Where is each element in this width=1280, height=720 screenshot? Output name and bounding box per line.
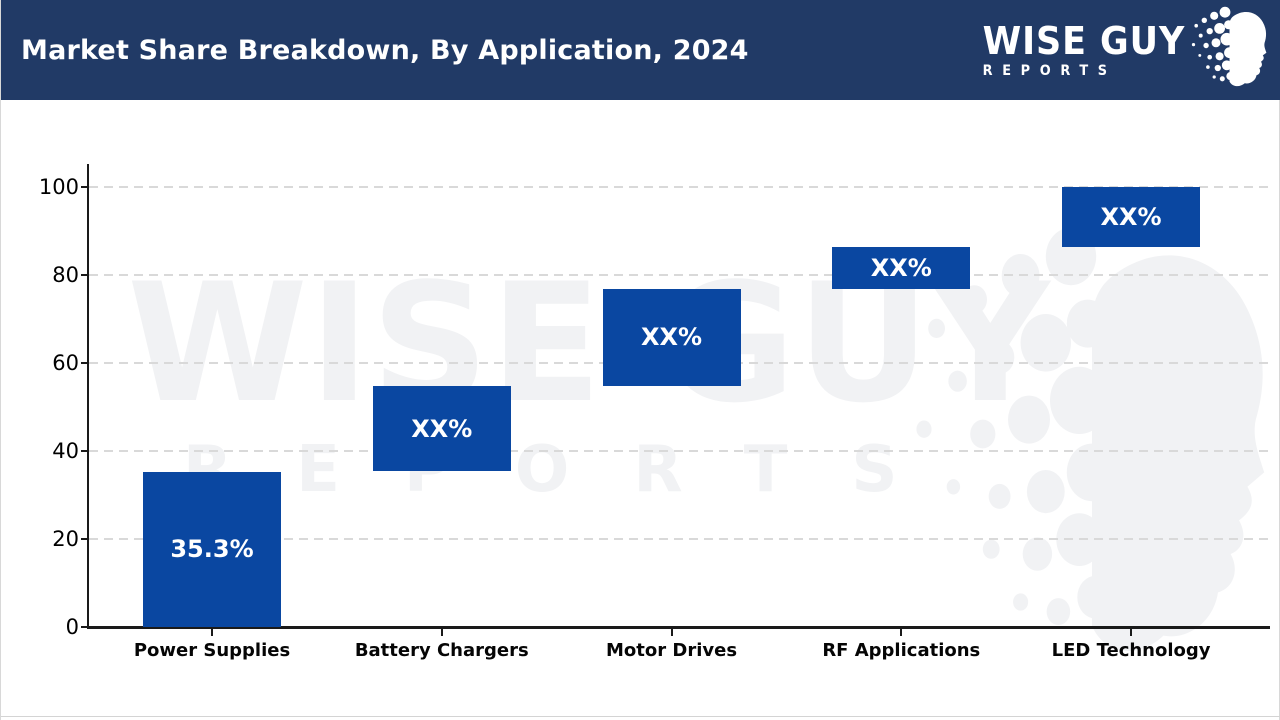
x-tick-label-2: Motor Drives <box>606 640 738 661</box>
x-axis-line <box>87 626 1270 629</box>
y-tick-0 <box>81 626 88 628</box>
gridline-y20 <box>89 537 1270 540</box>
x-tick-label-1: Battery Chargers <box>354 640 529 661</box>
x-tick-3 <box>900 629 903 636</box>
bar-battery-chargers: XX% <box>372 385 511 472</box>
gridline-y40 <box>89 449 1270 452</box>
bar-power-supplies: 35.3% <box>143 471 281 627</box>
bar-value-label: XX% <box>641 323 703 352</box>
header-bar: Market Share Breakdown, By Application, … <box>1 0 1280 100</box>
x-tick-label-0: Power Supplies <box>133 640 291 661</box>
x-tick-1 <box>440 629 443 636</box>
gridline-y80 <box>89 273 1270 276</box>
bar-value-label: 35.3% <box>170 535 254 564</box>
bar-value-label: XX% <box>870 253 932 282</box>
brand-name: WISE GUY <box>982 19 1185 63</box>
bar-value-label: XX% <box>411 414 473 443</box>
y-tick-label-60: 60 <box>52 350 79 375</box>
x-tick-label-4: LED Technology <box>1051 640 1211 661</box>
y-tick-label-40: 40 <box>52 438 79 463</box>
dotted-head-icon <box>1191 6 1267 87</box>
brand-subname: REPORTS <box>982 63 1117 79</box>
y-tick-40 <box>81 449 88 452</box>
bar-value-label: XX% <box>1100 202 1162 231</box>
brand-logo: WISE GUY REPORTS <box>965 0 1271 100</box>
page-title: Market Share Breakdown, By Application, … <box>21 34 749 66</box>
x-tick-2 <box>670 629 673 636</box>
gridline-y100 <box>89 185 1270 188</box>
x-tick-label-3: RF Applications <box>822 640 981 661</box>
x-tick-0 <box>211 629 213 636</box>
brand-logo-text: WISE GUY REPORTS <box>982 22 1185 78</box>
y-tick-label-0: 0 <box>65 615 79 639</box>
y-tick-label-20: 20 <box>52 526 79 551</box>
y-axis-line <box>87 164 89 629</box>
y-tick-80 <box>81 273 88 276</box>
bar-rf-applications: XX% <box>832 247 971 289</box>
y-tick-60 <box>81 361 88 364</box>
x-tick-4 <box>1130 629 1133 636</box>
y-tick-label-100: 100 <box>38 174 79 199</box>
y-tick-100 <box>81 185 88 188</box>
bar-led-technology: XX% <box>1062 186 1201 248</box>
y-tick-label-80: 80 <box>52 262 79 287</box>
bottom-border <box>1 716 1280 717</box>
y-tick-20 <box>81 537 88 540</box>
plot-area: WISE GUY REPORTS 0 20 40 60 80 100 35.3% Power … <box>1 100 1280 716</box>
watermark-subtext: REPORTS <box>183 433 962 507</box>
bar-motor-drives: XX% <box>602 288 741 386</box>
